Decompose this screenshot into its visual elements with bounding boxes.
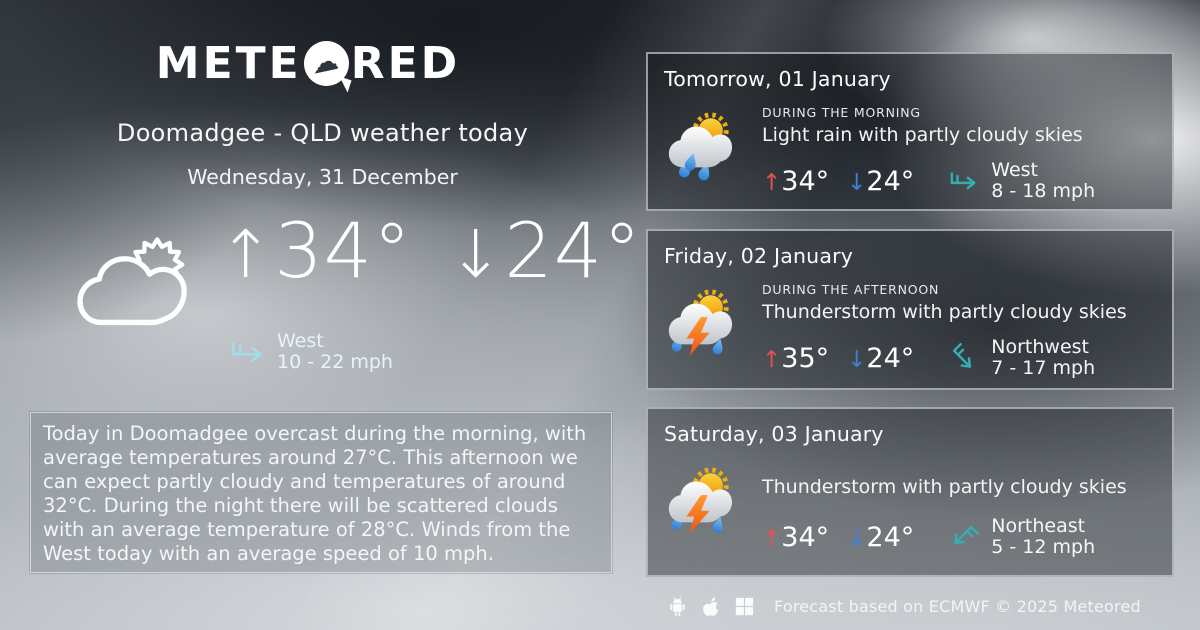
page-title: Doomadgee - QLD weather today [116,119,529,147]
logo-text-suffix: RED [350,38,461,89]
current-temps: ↑34° ↓24° [218,206,642,295]
android-icon [670,597,685,616]
forecast-card-tomorrow[interactable]: Tomorrow, 01 January DURING THE MORNING … [646,52,1174,211]
forecast-card-friday[interactable]: Friday, 02 January DURING THE AFTERNOON … [646,229,1174,390]
forecast-period-label: DURING THE AFTERNOON [762,282,940,297]
logo-text-prefix: METE [155,38,302,89]
forecast-condition: Thunderstorm with partly cloudy skies [762,476,1127,498]
forecast-card-saturday[interactable]: Saturday, 03 January Thunderstorm with p… [646,407,1174,577]
low-temp-arrow-icon: ↓ [847,525,867,552]
wind-direction-southeast-icon [953,342,972,368]
current-wind: West 10 - 22 mph [228,331,393,373]
low-temp-arrow-icon: ↓ [847,346,867,373]
forecast-wind-speed: 5 - 12 mph [991,536,1096,558]
apple-icon [703,597,719,617]
weather-summary-text: Today in Doomadgee overcast during the m… [43,422,587,565]
forecast-wind-direction: Northwest [991,336,1089,358]
current-wind-speed: 10 - 22 mph [277,351,393,373]
sun-cloud-storm-icon [668,467,733,535]
logo-speech-bubble-icon: ☁ [303,41,349,86]
platform-icons [668,596,754,617]
forecast-low-temp: ↓24° [847,342,915,374]
forecast-condition: Thunderstorm with partly cloudy skies [762,301,1127,323]
forecast-attribution: Forecast based on ECMWF © 2025 Meteored [774,597,1141,616]
sun-cloud-storm-icon [668,289,733,357]
forecast-low-temp: ↓24° [847,521,915,553]
current-high-temp: ↑34° [218,206,413,295]
forecast-wind-speed: 8 - 18 mph [991,180,1096,202]
wind-direction-east-icon [950,172,976,190]
forecast-high-temp: ↑34° [762,165,830,197]
current-conditions: ↑34° ↓24° [72,206,642,334]
forecast-low-temp: ↓24° [847,165,915,197]
weather-summary-box: Today in Doomadgee overcast during the m… [30,412,612,573]
current-low-temp: ↓24° [448,206,643,295]
forecast-column: Tomorrow, 01 January DURING THE MORNING … [646,52,1174,617]
low-temp-arrow-icon: ↓ [847,169,867,196]
high-temp-arrow-icon: ↑ [218,216,275,293]
high-temp-arrow-icon: ↑ [762,169,782,196]
forecast-condition: Light rain with partly cloudy skies [762,124,1083,146]
sun-behind-cloud-icon [77,237,187,326]
high-temp-arrow-icon: ↑ [762,525,782,552]
meteored-logo[interactable]: METE ☁ RED [0,38,616,89]
forecast-high-temp: ↑35° [762,342,830,374]
wind-direction-east-icon [231,341,262,362]
low-temp-arrow-icon: ↓ [448,216,505,293]
forecast-wind: Northwest 7 - 17 mph [948,337,1095,379]
forecast-high-temp: ↑34° [762,521,830,553]
high-temp-arrow-icon: ↑ [762,346,782,373]
logo-cloud-icon: ☁ [308,44,345,81]
forecast-wind: West 8 - 18 mph [948,160,1095,202]
footer: Forecast based on ECMWF © 2025 Meteored [646,596,1174,617]
forecast-card-title: Saturday, 03 January [664,422,884,446]
windows-icon [735,597,754,616]
current-date: Wednesday, 31 December [187,165,458,189]
current-wind-direction: West [277,330,324,352]
wind-direction-southwest-icon [954,525,980,545]
left-column: METE ☁ RED Doomadgee - QLD weather today W… [0,0,645,630]
forecast-wind-speed: 7 - 17 mph [991,357,1096,379]
forecast-period-label: DURING THE MORNING [762,105,921,120]
forecast-card-title: Tomorrow, 01 January [664,67,891,91]
forecast-card-title: Friday, 02 January [664,244,854,268]
forecast-wind-direction: West [991,159,1038,181]
sun-cloud-rain-icon [668,112,733,181]
forecast-wind: Northeast 5 - 12 mph [948,516,1095,558]
forecast-wind-direction: Northeast [991,515,1086,537]
